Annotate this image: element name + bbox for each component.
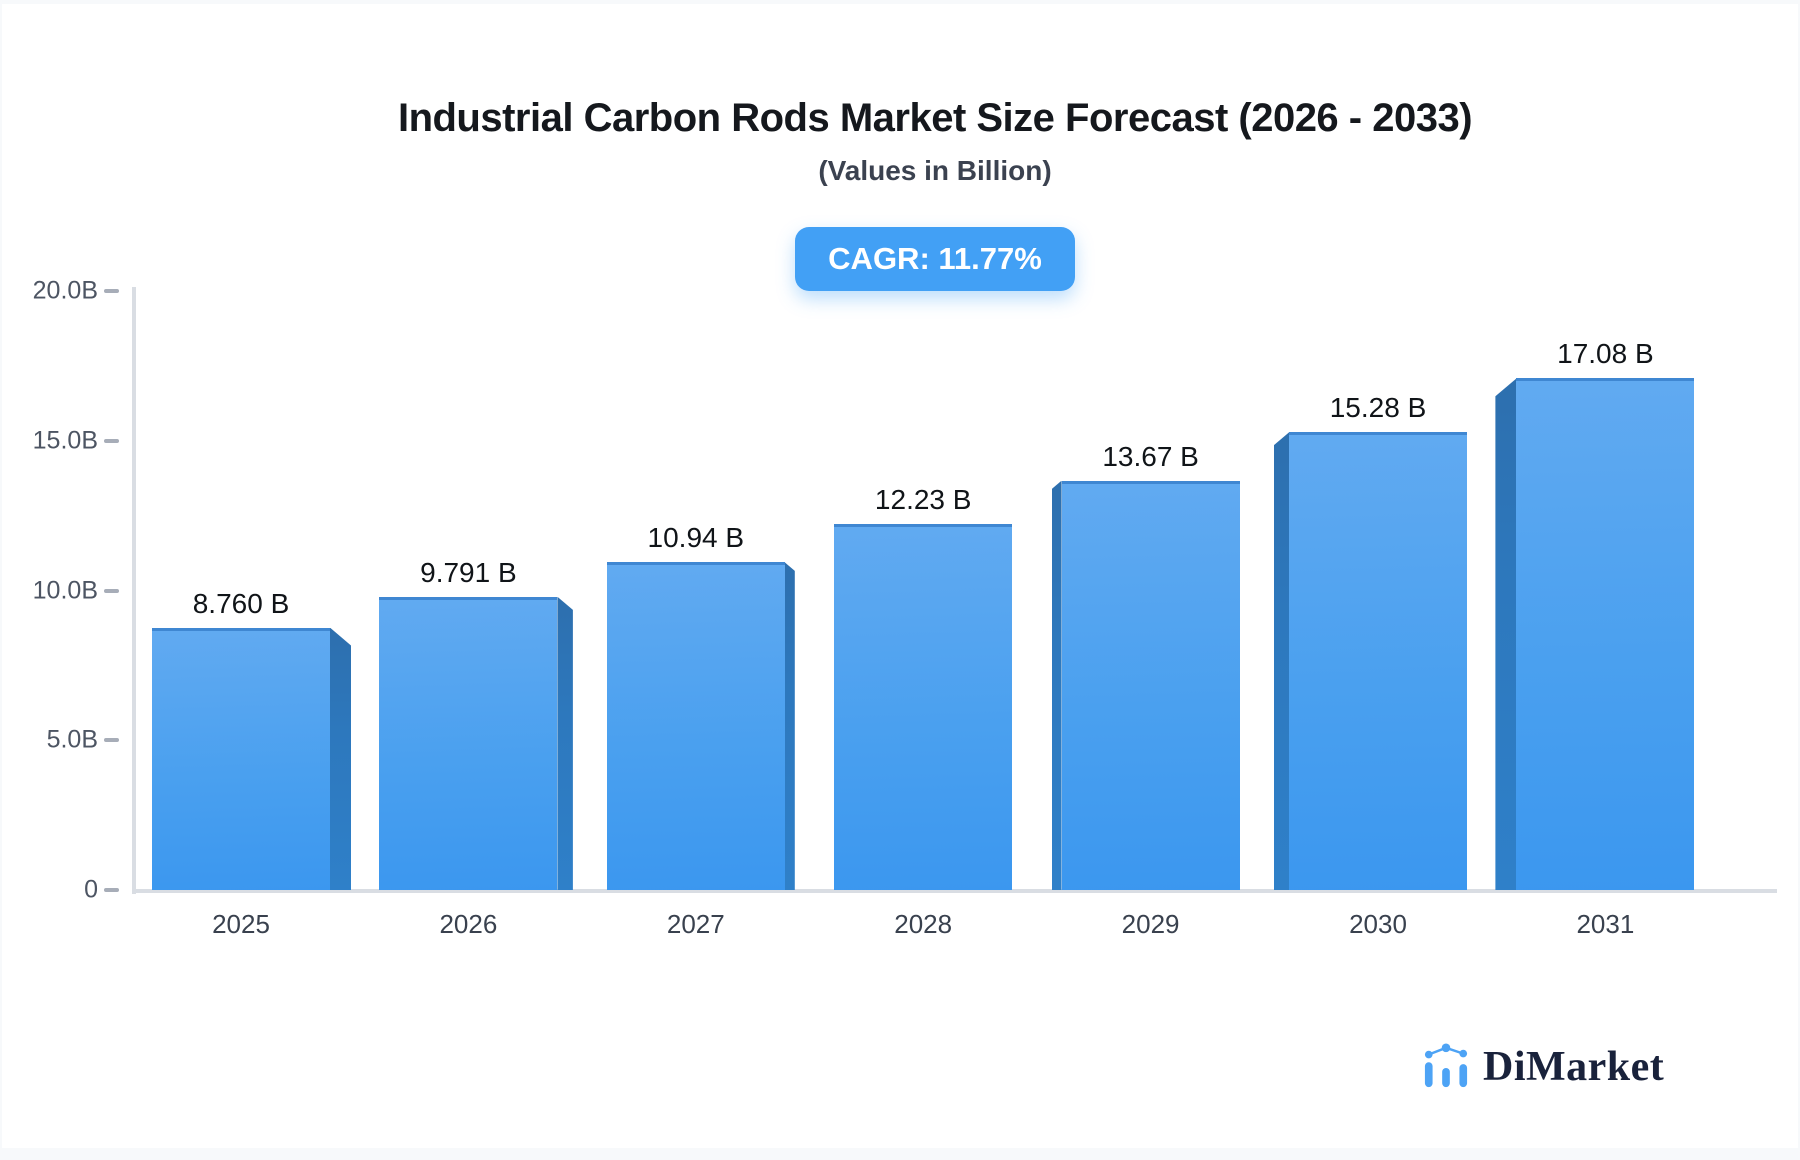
plot-area: 0 5.0B 10.0B 15.0B 20.0B 8.760 B 9.791 B 10.94…: [2, 4, 1800, 1160]
bar-3d-side: [784, 562, 795, 890]
bar-2030: [1289, 432, 1467, 890]
bar-3d-side: [1495, 378, 1517, 890]
y-tick-dash: [104, 888, 119, 892]
bar-2027: [606, 562, 785, 890]
cagr-badge: CAGR: 11.77%: [795, 227, 1075, 291]
logo: DiMarket: [1423, 1042, 1664, 1092]
x-axis-line: [132, 889, 1777, 893]
x-tick-label: 2026: [439, 909, 498, 939]
bar-chart-icon: [1424, 1043, 1468, 1088]
chart-header: Industrial Carbon Rods Market Size Forec…: [132, 4, 1738, 291]
y-tick-label: 0: [84, 875, 98, 904]
bar-2025: [152, 627, 330, 890]
bar-2028: [834, 523, 1013, 890]
y-tick-dash: [104, 588, 119, 593]
bar-value-label: 15.28 B: [1329, 392, 1427, 424]
logo-text: DiMarket: [1483, 1044, 1665, 1090]
y-tick-label: 5.0B: [46, 725, 98, 754]
y-axis-line: [132, 287, 136, 894]
chart-subtitle: (Values in Billion): [818, 155, 1052, 186]
bar-value-label: 10.94 B: [647, 522, 745, 554]
x-tick-label: 2028: [894, 909, 953, 939]
x-tick-label: 2027: [666, 909, 725, 939]
bar-2031: [1516, 378, 1695, 890]
chart-card: Industrial Carbon Rods Market Size Forec…: [2, 4, 1798, 1148]
y-tick-label: 10.0B: [32, 576, 98, 604]
bar-value-label: 8.760 B: [192, 587, 290, 619]
bar-3d-side: [330, 627, 351, 890]
x-tick-label: 2029: [1121, 909, 1180, 939]
y-tick-dash: [104, 738, 119, 743]
bar-2029: [1061, 480, 1240, 890]
bar-2026: [379, 596, 558, 890]
bar-value-label: 17.08 B: [1557, 338, 1654, 370]
bar-3d-side: [1273, 432, 1289, 890]
x-tick-label: 2031: [1576, 909, 1635, 939]
x-tick-label: 2025: [212, 909, 270, 939]
bar-value-label: 12.23 B: [874, 483, 972, 515]
y-tick-label: 15.0B: [32, 426, 98, 455]
y-tick-dash: [104, 289, 119, 293]
y-tick-label: 20.0B: [32, 276, 98, 305]
bar-3d-side: [557, 596, 573, 890]
bar-value-label: 13.67 B: [1102, 440, 1199, 472]
bar-value-label: 9.791 B: [420, 556, 517, 588]
y-tick-dash: [104, 438, 119, 443]
bar-3d-side: [1051, 480, 1062, 890]
x-tick-label: 2030: [1349, 909, 1407, 939]
chart-title: Industrial Carbon Rods Market Size Forec…: [397, 96, 1473, 140]
